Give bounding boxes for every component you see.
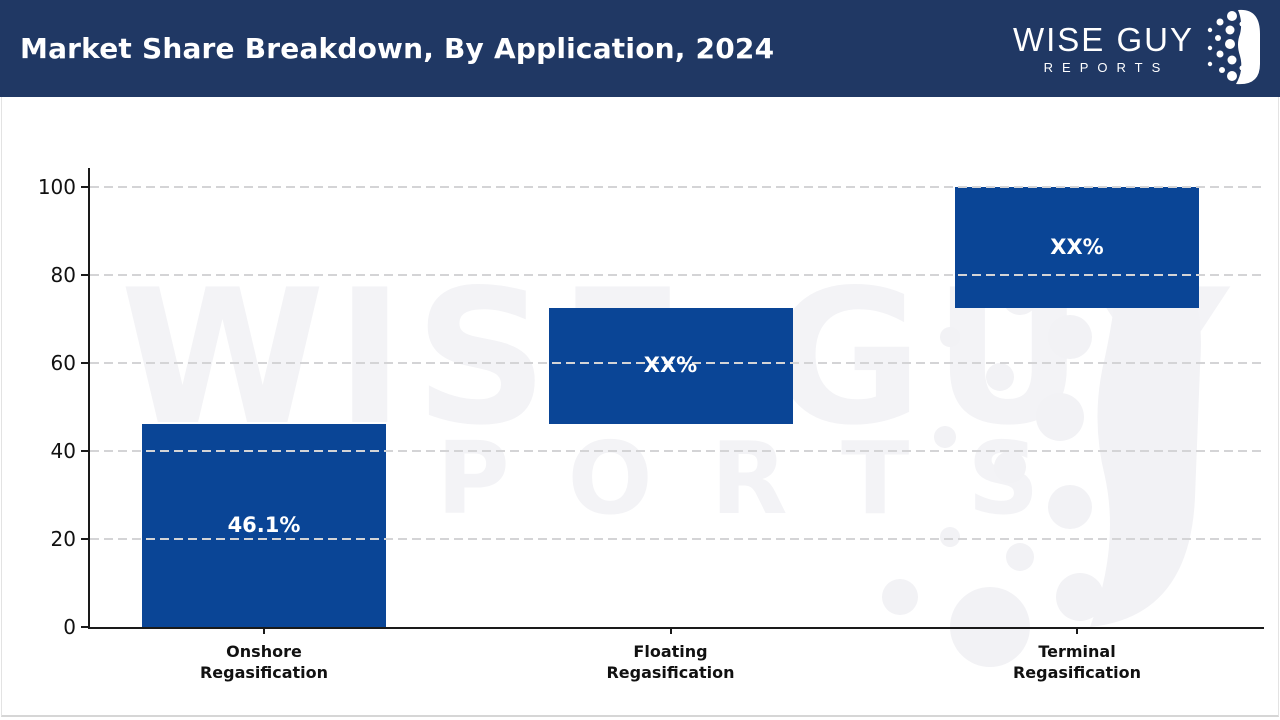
x-category-label: Terminal Regasification xyxy=(927,641,1227,683)
x-category-label-line1: Terminal xyxy=(1038,642,1116,661)
y-tick-label: 40 xyxy=(50,439,76,463)
watermark-face-icon xyxy=(690,197,1230,681)
x-category-label-line1: Floating xyxy=(633,642,708,661)
x-axis xyxy=(88,627,1264,629)
header-bar: Market Share Breakdown, By Application, … xyxy=(0,0,1280,97)
brand-logo-name: WISE GUY xyxy=(1012,20,1194,58)
y-axis-tick xyxy=(81,362,88,364)
y-axis-tick xyxy=(81,274,88,276)
bar-value-label: XX% xyxy=(1050,234,1104,259)
x-category-label-line2: Regasification xyxy=(606,663,735,682)
brand-logo-subtitle: REPORTS xyxy=(1043,59,1170,75)
x-axis-tick xyxy=(1076,627,1078,634)
x-category-label: Floating Regasification xyxy=(521,641,821,683)
y-tick-label: 80 xyxy=(50,263,76,287)
y-tick-label: 60 xyxy=(50,351,76,375)
bar xyxy=(548,308,793,425)
y-axis-tick xyxy=(81,186,88,188)
y-axis xyxy=(88,168,90,629)
bar xyxy=(142,424,386,627)
brand-logo: WISE GUY REPORTS xyxy=(1013,4,1280,94)
gridline xyxy=(90,538,1264,540)
y-axis-tick xyxy=(81,626,88,628)
x-axis-tick xyxy=(263,627,265,634)
y-tick-label: 0 xyxy=(63,615,76,639)
x-category-label-line1: Onshore xyxy=(226,642,302,661)
gridline xyxy=(90,274,1264,276)
x-category-label: Onshore Regasification xyxy=(114,641,414,683)
x-category-label-line2: Regasification xyxy=(199,663,329,682)
y-tick-label: 100 xyxy=(37,175,76,199)
bar xyxy=(955,187,1199,308)
y-tick-label: 20 xyxy=(50,527,76,551)
x-axis-tick xyxy=(669,627,672,634)
gridline xyxy=(90,362,1264,364)
brand-logo-text: WISE GUY REPORTS xyxy=(1013,23,1194,75)
brand-face-icon xyxy=(1180,4,1266,94)
x-category-label-line2: Regasification xyxy=(1012,663,1142,682)
y-axis-tick xyxy=(81,538,88,540)
y-axis-tick xyxy=(81,450,88,452)
chart-area: WISE GUY REPORTS 0 20 40 60 80 100 46.1% Onshor… xyxy=(0,97,1280,720)
gridline xyxy=(90,450,1264,452)
bar-value-label: XX% xyxy=(643,353,698,378)
bar-value-label: 46.1% xyxy=(227,512,301,537)
page-title: Market Share Breakdown, By Application, … xyxy=(20,32,775,65)
gridline xyxy=(90,186,1264,188)
